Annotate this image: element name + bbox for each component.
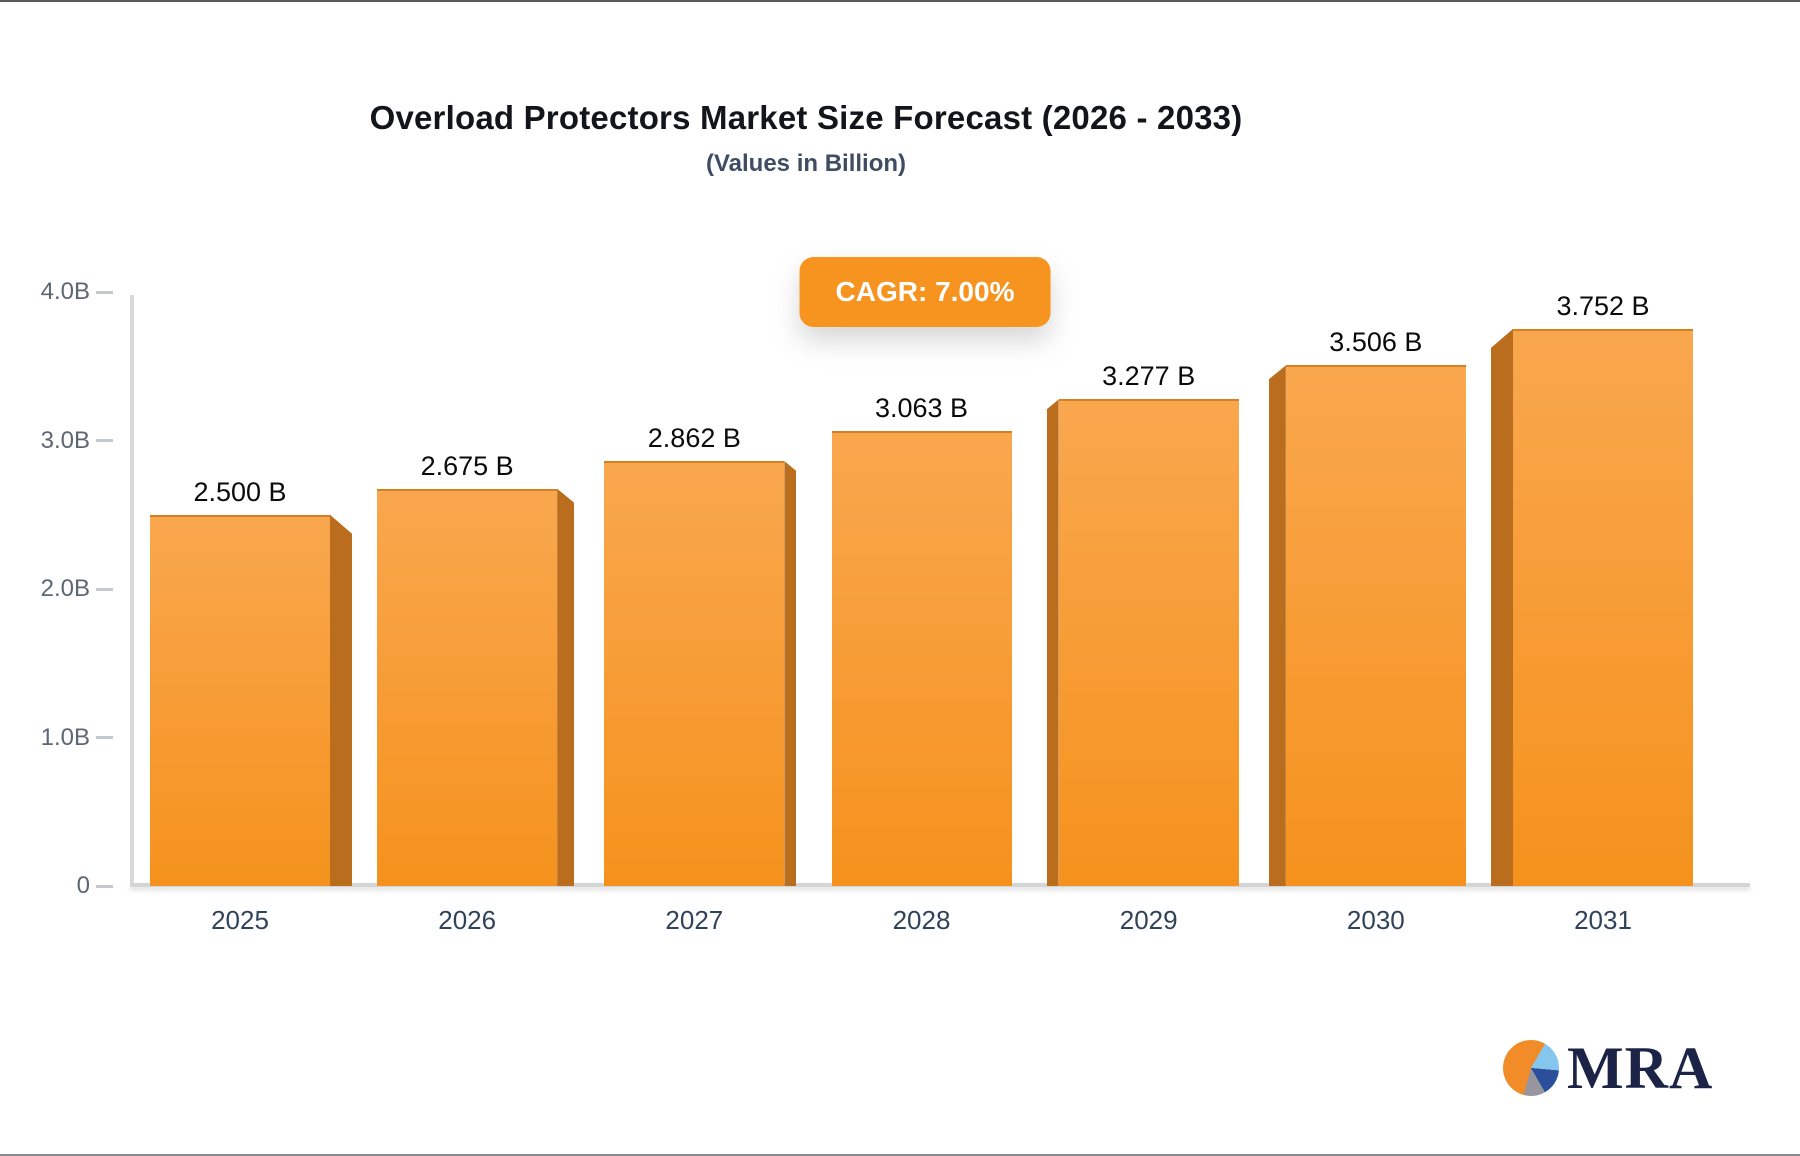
chart-subtitle: (Values in Billion) — [705, 150, 907, 177]
y-tick-mark — [96, 587, 113, 591]
bar[interactable]: 2.862 B — [604, 423, 797, 886]
cagr-badge: CAGR: 7.00% — [799, 257, 1051, 327]
x-axis-label: 2030 — [1346, 905, 1405, 935]
y-tick-label: 0 — [76, 872, 90, 899]
bar[interactable]: 3.752 B — [1491, 291, 1694, 886]
logo-text: MRA — [1567, 1035, 1714, 1101]
x-axis-label: 2031 — [1574, 905, 1632, 935]
y-axis-line — [130, 295, 134, 886]
bar-value-label: 2.862 B — [647, 422, 741, 453]
bar-value-label: 3.063 B — [874, 393, 969, 424]
bar[interactable]: 3.277 B — [1046, 361, 1239, 886]
y-tick-mark — [96, 290, 113, 294]
y-tick-label: 1.0B — [40, 723, 90, 751]
x-axis-label: 2025 — [211, 905, 269, 935]
x-axis-label: 2028 — [892, 905, 951, 935]
bar[interactable]: 2.675 B — [377, 451, 575, 886]
bar-value-label: 2.500 B — [193, 476, 287, 507]
bar-value-label: 3.277 B — [1102, 361, 1196, 392]
bar-side-face — [1046, 399, 1059, 886]
x-axis-label: 2026 — [438, 905, 497, 935]
bar[interactable]: 3.063 B — [831, 393, 1012, 886]
y-tick-mark — [96, 439, 113, 442]
y-tick-label: 3.0B — [40, 426, 90, 454]
pie-chart-icon — [1503, 1040, 1559, 1096]
bar-value-label: 3.506 B — [1329, 327, 1423, 358]
bar-face: 3.506 B — [1285, 327, 1466, 886]
bar-face: 2.862 B — [604, 423, 785, 886]
bar-value-label: 3.752 B — [1556, 290, 1650, 321]
y-tick-label: 4.0B — [40, 278, 90, 305]
x-axis-label: 2027 — [665, 905, 724, 935]
bar-face: 3.277 B — [1058, 361, 1239, 886]
bar-value-label: 2.675 B — [420, 450, 514, 481]
bar-side-face — [784, 460, 797, 886]
bar-side-face — [330, 514, 352, 886]
bar-side-face — [1491, 328, 1514, 886]
bar[interactable]: 2.500 B — [150, 477, 352, 886]
bar-face: 2.675 B — [377, 451, 558, 886]
bar-face: 3.063 B — [831, 393, 1012, 886]
x-axis-label: 2029 — [1119, 905, 1178, 935]
y-tick-mark — [96, 884, 113, 888]
y-tick-label: 2.0B — [40, 575, 90, 602]
chart-title: Overload Protectors Market Size Forecast… — [369, 99, 1243, 136]
bar-side-face — [1268, 365, 1286, 886]
bar[interactable]: 3.506 B — [1268, 327, 1466, 886]
bar-face: 2.500 B — [150, 477, 330, 886]
logo: MRA — [1503, 1035, 1714, 1101]
bar-side-face — [557, 488, 575, 886]
bar-face: 3.752 B — [1513, 291, 1694, 886]
y-tick-mark — [96, 736, 113, 739]
